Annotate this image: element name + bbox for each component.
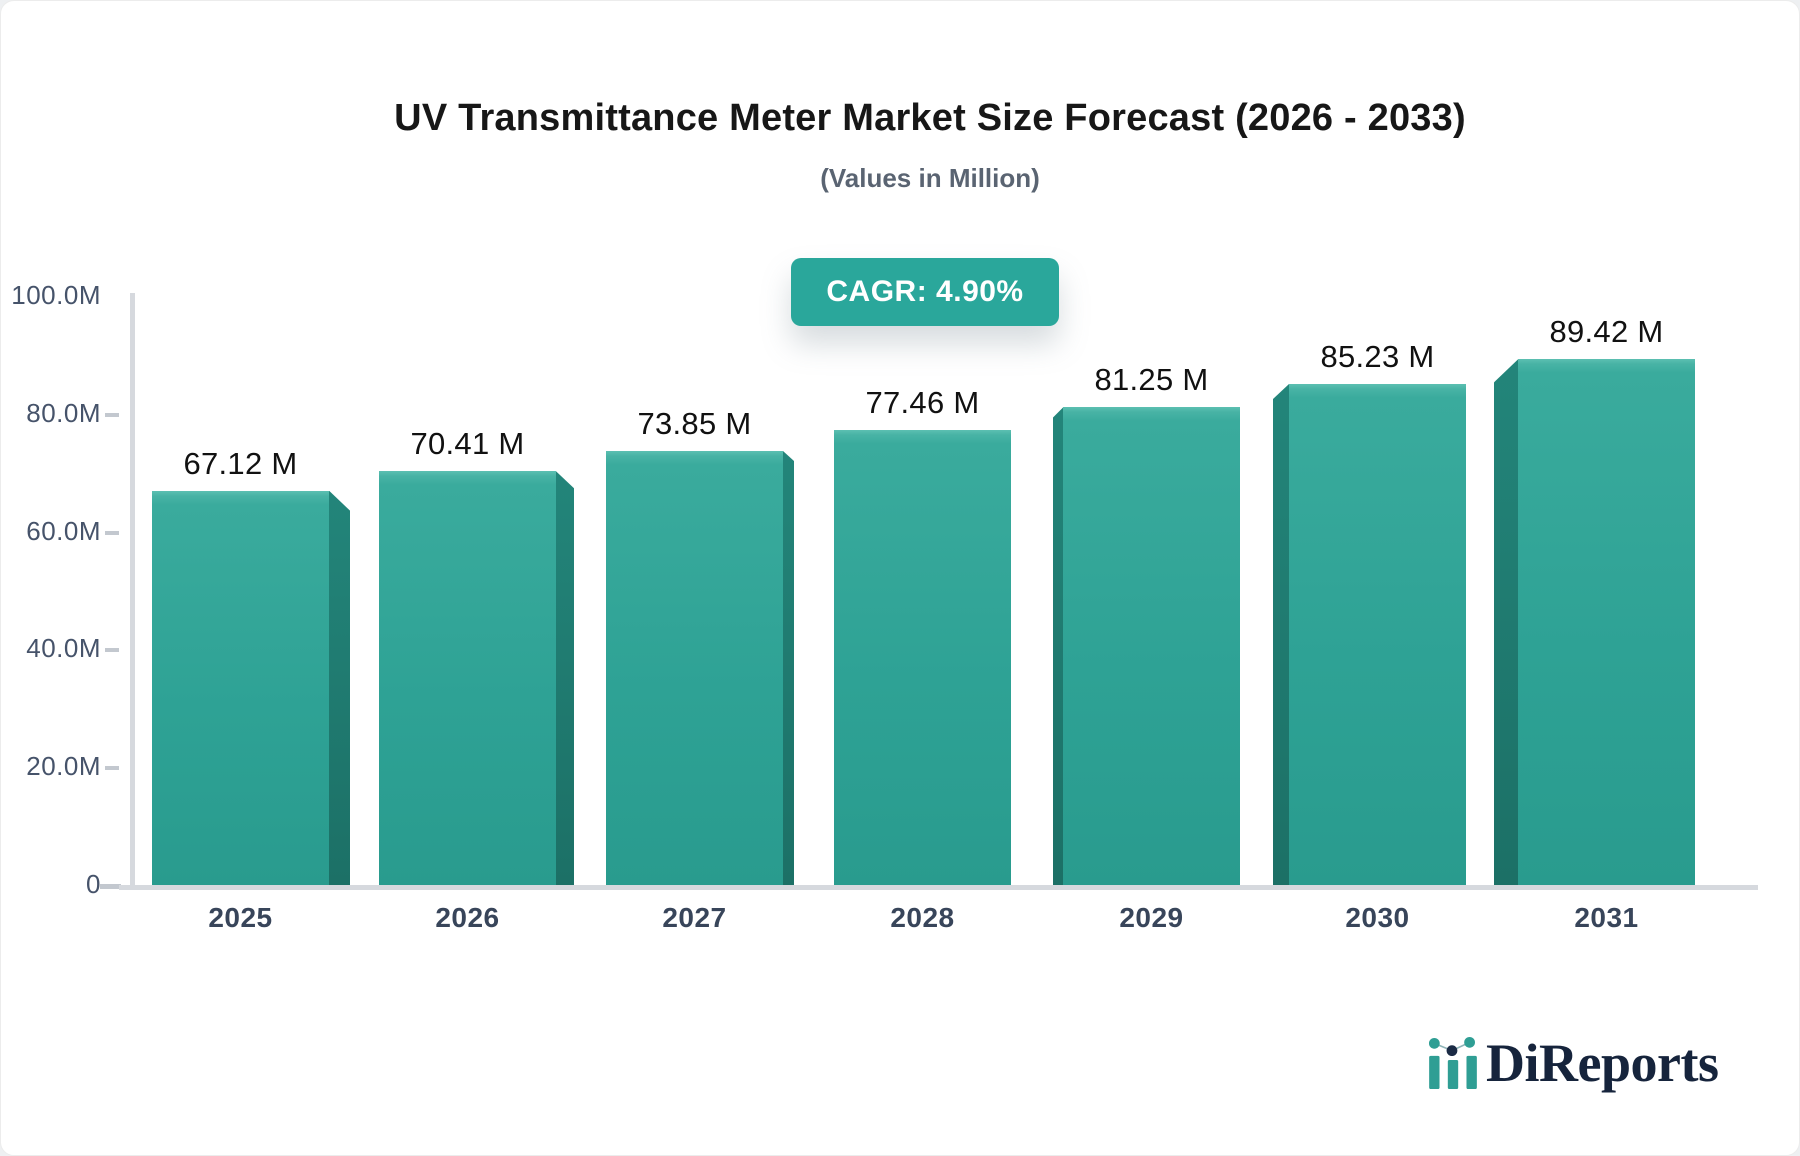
y-tick-mark: [105, 412, 119, 417]
y-tick-mark: [105, 530, 119, 535]
bar-value-label: 81.25 M: [1094, 362, 1209, 398]
bar-2026: [379, 471, 556, 886]
bar-side-face: [1494, 359, 1518, 886]
bar-2025: [152, 490, 329, 886]
y-tick-label: 80.0M: [26, 397, 101, 428]
bar-2031: [1518, 359, 1695, 886]
bar-2029: [1063, 407, 1240, 886]
y-tick-label: 40.0M: [26, 633, 101, 664]
bar-value-label: 77.46 M: [865, 384, 980, 420]
x-tick-label: 2026: [435, 902, 500, 933]
x-axis-baseline: [119, 885, 1758, 890]
bar-value-label: 70.41 M: [410, 426, 525, 462]
chart-title: UV Transmittance Meter Market Size Forec…: [394, 97, 1466, 139]
y-tick-mark: [105, 766, 119, 771]
bar-2030: [1289, 383, 1466, 886]
x-tick-label: 2030: [1345, 902, 1410, 933]
y-tick-label: 20.0M: [26, 751, 101, 782]
bar-value-label: 85.23 M: [1320, 338, 1435, 374]
x-tick-label: 2027: [662, 902, 727, 933]
bar-2028: [834, 429, 1011, 886]
bar-side-face: [329, 490, 350, 886]
cagr-badge: CAGR: 4.90%: [791, 258, 1059, 326]
x-tick-label: 2028: [890, 902, 955, 933]
bar-side-face: [1053, 407, 1063, 886]
x-tick-label: 2025: [208, 902, 273, 933]
bar-2027: [606, 451, 783, 886]
brand-logo-icon: [1428, 1033, 1477, 1089]
y-tick-mark: [105, 648, 119, 653]
bar-value-label: 67.12 M: [183, 445, 298, 481]
brand-logo: DiReports: [1428, 1033, 1719, 1093]
bar-side-face: [783, 451, 794, 886]
y-axis-line: [130, 293, 135, 890]
chart-subtitle: (Values in Million): [820, 163, 1040, 193]
bar-side-face: [556, 471, 574, 886]
y-tick-label: 0: [86, 869, 101, 899]
bar-value-label: 89.42 M: [1549, 314, 1664, 350]
y-tick-mark-zero: [100, 884, 121, 889]
x-tick-label: 2029: [1119, 902, 1184, 933]
y-tick-label: 60.0M: [26, 515, 101, 546]
y-tick-label: 100.0M: [11, 280, 101, 310]
bar-value-label: 73.85 M: [637, 406, 752, 442]
bar-side-face: [1273, 383, 1289, 886]
brand-logo-text: DiReports: [1486, 1033, 1719, 1093]
x-tick-label: 2031: [1574, 902, 1639, 933]
